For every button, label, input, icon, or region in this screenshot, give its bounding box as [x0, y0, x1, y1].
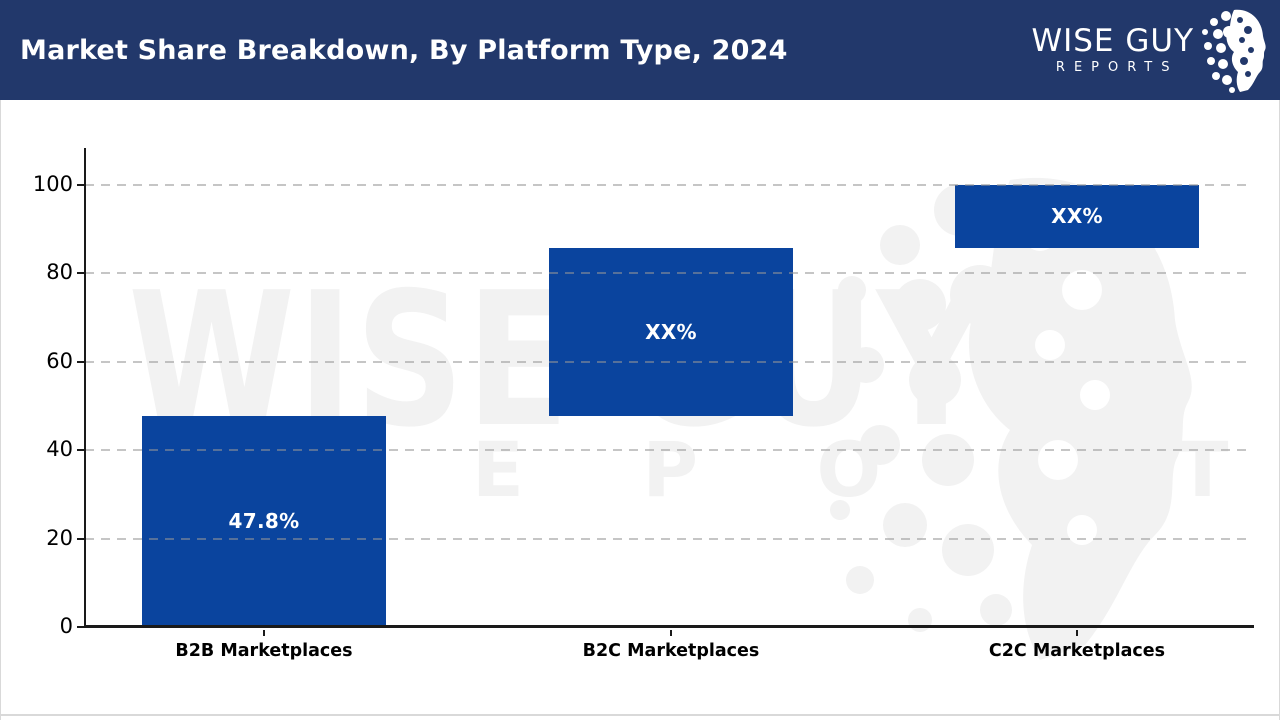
y-tick-label: 60	[46, 348, 73, 373]
y-tick-label: 40	[46, 437, 73, 462]
y-tick	[77, 449, 85, 452]
bar: XX%	[955, 185, 1199, 248]
y-tick	[77, 272, 85, 275]
y-tick	[77, 184, 85, 186]
chart-area: 0 20 40 60 80 100 47.8% XX% XX% B2B Marketplaces B…	[0, 100, 1280, 720]
gridline	[85, 360, 1253, 363]
bar-value-label: XX%	[645, 319, 697, 344]
x-tick	[1076, 630, 1078, 636]
gridline	[85, 537, 1253, 540]
y-axis	[84, 148, 86, 627]
logo-wordmark-line1: WISE GUY	[1031, 23, 1194, 60]
logo-wordmark-line2: REPORTS	[1055, 59, 1179, 75]
y-tick	[77, 537, 85, 540]
logo-wordmark: WISE GUY REPORTS	[1031, 25, 1194, 75]
y-tick-label: 20	[46, 525, 73, 550]
x-tick	[670, 630, 672, 636]
bar-value-label: XX%	[1051, 204, 1103, 229]
x-tick	[263, 630, 265, 636]
page-title: Market Share Breakdown, By Platform Type…	[20, 34, 788, 66]
brand-logo: WISE GUY REPORTS	[1031, 6, 1268, 94]
watermark-face-icon	[830, 177, 1192, 660]
category-label: B2C Marketplaces	[582, 641, 760, 661]
frame-left-border	[0, 100, 1, 720]
y-tick-label: 100	[32, 172, 73, 196]
y-tick	[77, 626, 85, 628]
category-label: B2B Marketplaces	[175, 641, 353, 661]
frame-bottom-border	[0, 714, 1280, 716]
header: Market Share Breakdown, By Platform Type…	[0, 0, 1280, 100]
category-label: C2C Marketplaces	[988, 641, 1166, 661]
bar: 47.8%	[142, 415, 386, 627]
gridline	[85, 449, 1253, 452]
y-tick-label: 0	[59, 614, 73, 638]
y-tick-label: 80	[46, 260, 73, 285]
bar-value-label: 47.8%	[228, 509, 300, 534]
bar: XX%	[549, 247, 793, 416]
y-tick	[77, 360, 85, 363]
gridline	[85, 184, 1253, 186]
gridline	[85, 272, 1253, 275]
x-axis	[84, 625, 1254, 628]
logo-face-icon	[1202, 9, 1266, 93]
